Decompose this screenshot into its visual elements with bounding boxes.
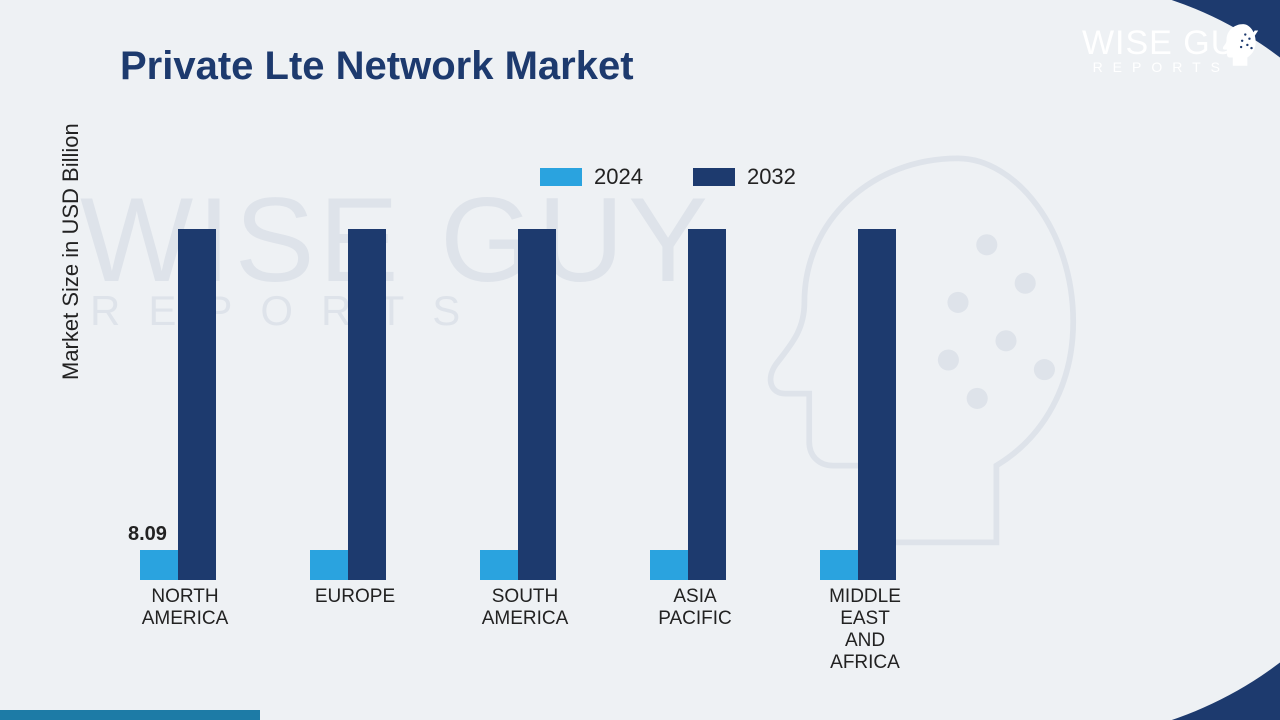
bar-value-label: 8.09	[128, 523, 167, 546]
footer-accent-bar	[0, 710, 260, 720]
side-panel	[970, 0, 1280, 720]
legend-item-2024: 2024	[540, 164, 643, 190]
logo-head-icon	[1212, 20, 1264, 72]
chart-canvas: WISE GUY REPORTS WISE GUY REPORTS Privat…	[0, 0, 1280, 720]
bar-2024	[140, 550, 178, 580]
legend-label-2024: 2024	[594, 164, 643, 190]
legend-item-2032: 2032	[693, 164, 796, 190]
legend: 2024 2032	[540, 164, 796, 190]
x-axis-label: ASIAPACIFIC	[630, 580, 760, 630]
bar-2032	[178, 229, 216, 581]
bar-chart: 8.09NORTHAMERICAEUROPESOUTHAMERICAASIAPA…	[100, 210, 960, 580]
legend-label-2032: 2032	[747, 164, 796, 190]
legend-swatch-2024	[540, 168, 582, 186]
x-axis-label: EUROPE	[290, 580, 420, 608]
x-axis-label: SOUTHAMERICA	[460, 580, 590, 630]
bar-2024	[310, 550, 348, 580]
x-axis-label: NORTHAMERICA	[120, 580, 250, 630]
bar-2024	[820, 550, 858, 580]
bar-2032	[348, 229, 386, 581]
bar-2032	[518, 229, 556, 581]
bar-2032	[688, 229, 726, 581]
bar-2024	[480, 550, 518, 580]
x-axis-label: MIDDLEEASTANDAFRICA	[800, 580, 930, 673]
y-axis-label: Market Size in USD Billion	[58, 123, 84, 380]
legend-swatch-2032	[693, 168, 735, 186]
bar-2032	[858, 229, 896, 581]
brand-logo: WISE GUY REPORTS	[1082, 24, 1260, 75]
chart-title: Private Lte Network Market	[120, 44, 634, 89]
bar-2024	[650, 550, 688, 580]
